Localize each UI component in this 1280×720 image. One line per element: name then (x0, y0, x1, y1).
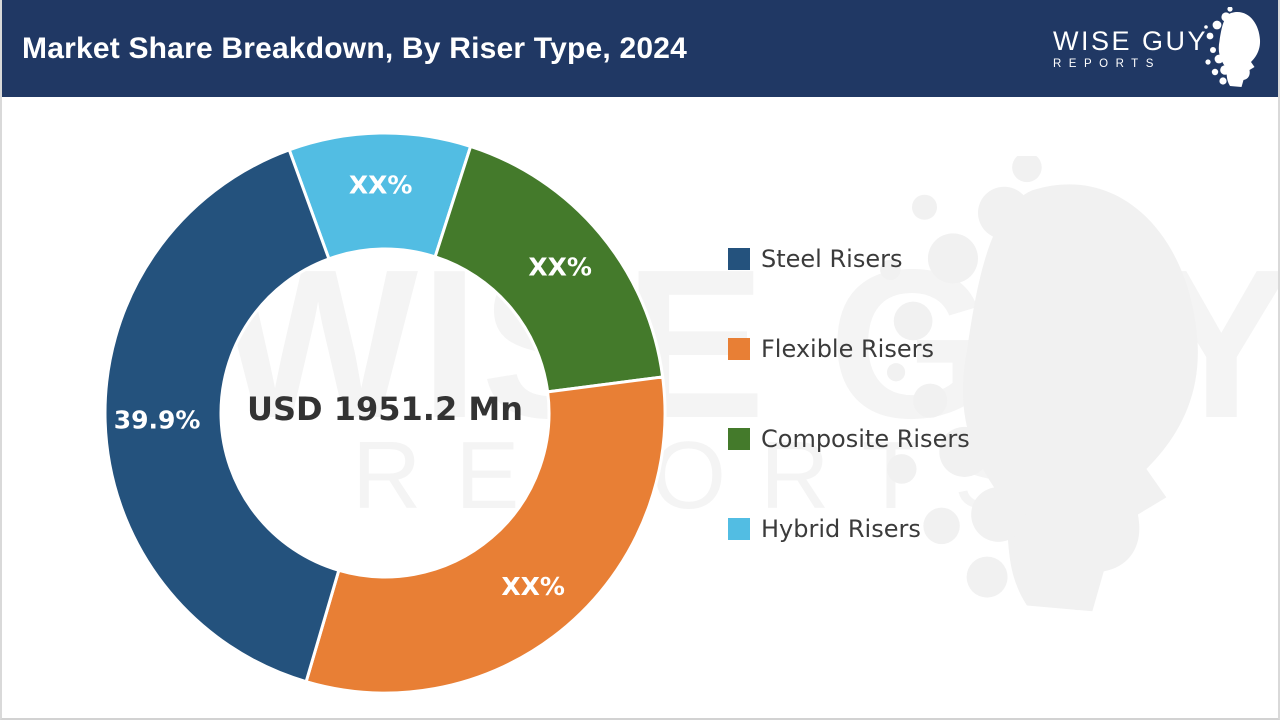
header-bar: Market Share Breakdown, By Riser Type, 2… (0, 0, 1280, 97)
page-title: Market Share Breakdown, By Riser Type, 2… (22, 31, 687, 65)
donut-svg: XX% XX% XX% 39.9% (103, 131, 667, 695)
legend-item-steel-risers: Steel Risers (728, 247, 970, 337)
donut-chart: XX% XX% XX% 39.9% (100, 128, 670, 698)
logo-face-icon (1204, 6, 1261, 87)
legend-item-composite-risers: Composite Risers (728, 427, 970, 517)
legend-label: Composite Risers (761, 425, 970, 453)
segment-value-label: XX% (349, 171, 413, 200)
segment-value-label: 39.9% (114, 406, 201, 435)
logo-wordmark: WISE GUY REPORTS (1052, 25, 1208, 71)
donut-segment-flexible-risers (304, 375, 667, 695)
legend-swatch-composite-risers (728, 428, 750, 450)
legend-swatch-hybrid-risers (728, 518, 750, 540)
chart-legend: Steel Risers Flexible Risers Composite Ris… (728, 247, 970, 607)
segment-value-label: XX% (528, 253, 592, 282)
legend-swatch-flexible-risers (728, 338, 750, 360)
legend-item-flexible-risers: Flexible Risers (728, 337, 970, 427)
logo-wordmark-line1: WISE GUY (1052, 25, 1208, 56)
legend-label: Flexible Risers (761, 335, 934, 363)
legend-label: Hybrid Risers (761, 515, 921, 543)
logo-wordmark-line2: REPORTS (1052, 58, 1161, 71)
donut-segment-composite-risers (433, 144, 665, 394)
chart-center-value: USD 1951.2 Mn (247, 390, 523, 428)
legend-item-hybrid-risers: Hybrid Risers (728, 517, 970, 607)
legend-label: Steel Risers (761, 245, 903, 273)
legend-swatch-steel-risers (728, 248, 750, 270)
watermark-face-icon (880, 156, 1198, 612)
segment-value-label: XX% (501, 572, 565, 601)
donut-segment-steel-risers (103, 148, 341, 684)
brand-logo: WISE GUY REPORTS (1052, 6, 1280, 91)
